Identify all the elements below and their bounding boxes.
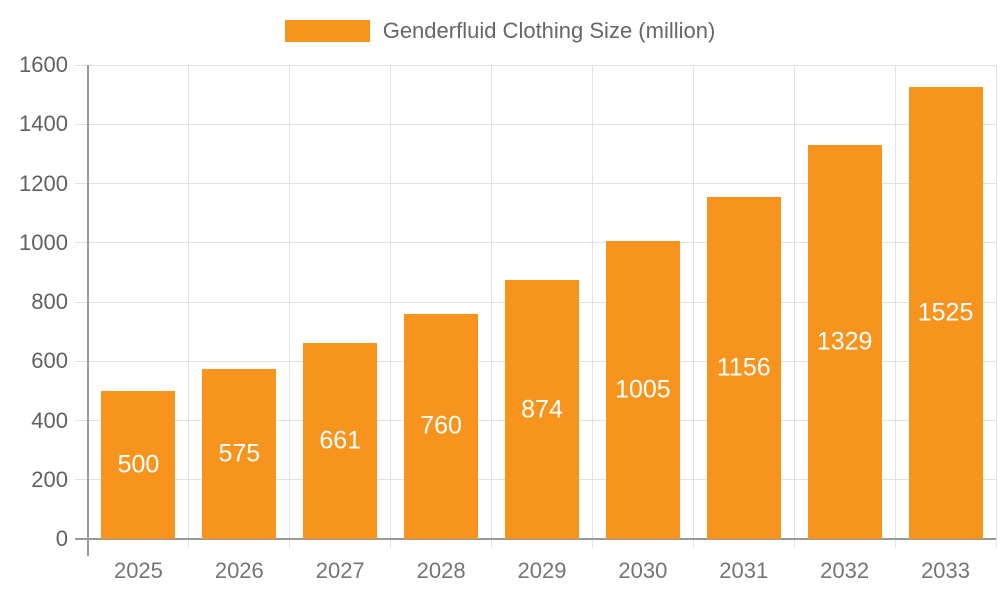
v-gridline [793,65,795,548]
h-gridline [75,183,996,184]
bar-value-label: 760 [420,411,462,440]
bar-value-label: 1329 [816,327,873,356]
x-axis-line [75,538,996,540]
y-tick-label: 0 [55,526,68,551]
h-gridline [75,123,996,125]
y-tick-label: 800 [31,289,68,314]
h-gridline [75,64,996,66]
bar-2029: 874 [505,280,579,539]
v-gridline [289,65,291,548]
y-tick-label: 1600 [19,52,68,77]
bar-value-label: 661 [319,426,362,455]
bar-2027: 661 [303,343,378,539]
y-tick-label: 400 [31,407,68,433]
bar-value-label: 1525 [917,298,974,327]
bar-value-label: 1005 [615,375,671,404]
h-gridline [75,242,996,244]
x-tick-label: 2028 [416,558,466,583]
x-tick-label: 2026 [214,558,264,583]
v-gridline [894,65,896,548]
x-tick-label: 2031 [719,558,769,583]
v-gridline [692,65,694,548]
y-tick-label: 1000 [19,229,68,255]
x-tick-label: 2032 [820,558,870,583]
bar-2028: 760 [404,313,479,539]
x-tick-label: 2025 [113,558,163,583]
bar-value-label: 874 [521,395,563,424]
y-tick-label: 200 [31,466,68,492]
bar-2031: 1156 [706,196,781,539]
bar-value-label: 500 [117,450,160,479]
bar-value-label: 1156 [716,353,771,382]
bar-2026: 575 [202,368,277,539]
bar-value-label: 575 [218,439,261,468]
x-tick-label: 2027 [315,558,365,583]
x-tick-label: 2029 [517,558,567,583]
v-gridline [995,65,997,548]
v-gridline [188,65,190,548]
legend-label: Genderfluid Clothing Size (million) [382,18,716,43]
plot-area: 0 200 400 600 800 1000 1200 1400 1600 500 2025 575 2… [19,52,997,583]
y-axis-line [87,65,89,556]
x-tick-label: 2033 [921,558,971,583]
chart-legend: Genderfluid Clothing Size (million) [0,17,1000,45]
bar-2032: 1329 [807,145,882,539]
bar-2025: 500 [101,390,176,539]
v-gridline [491,65,493,548]
y-tick-label: 600 [31,348,68,374]
y-tick-label: 1200 [19,170,68,196]
legend-swatch [284,20,370,42]
y-tick-label: 1400 [19,111,68,137]
bar-2030: 1005 [605,241,680,539]
x-tick-label: 2030 [618,558,668,583]
v-gridline [390,65,392,548]
v-gridline [591,65,593,548]
bar-2033: 1525 [908,87,983,539]
